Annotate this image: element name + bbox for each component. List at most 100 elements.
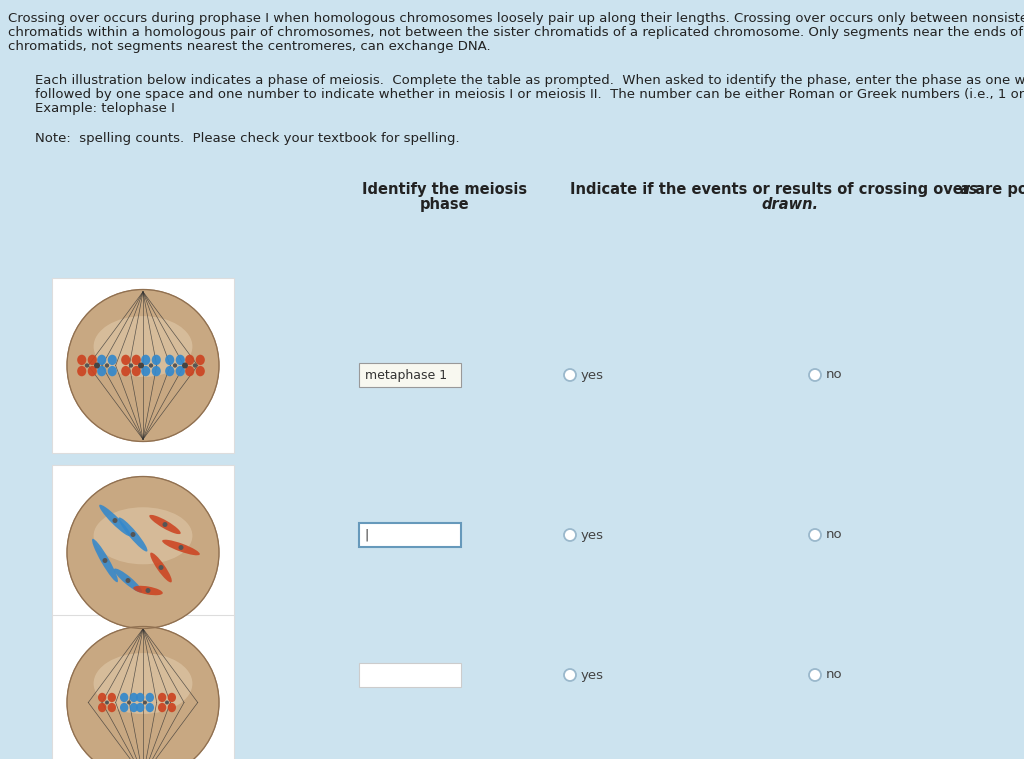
Circle shape	[159, 565, 164, 570]
Ellipse shape	[130, 693, 138, 702]
Text: yes: yes	[581, 669, 604, 682]
Text: Indicate if the events or results of crossing over are possible,: Indicate if the events or results of cro…	[570, 182, 1024, 197]
Ellipse shape	[141, 354, 151, 365]
Circle shape	[130, 532, 135, 537]
Ellipse shape	[196, 366, 205, 376]
Circle shape	[193, 364, 198, 367]
Circle shape	[178, 545, 183, 550]
Ellipse shape	[101, 660, 184, 745]
Text: drawn.: drawn.	[762, 197, 818, 212]
Circle shape	[173, 364, 177, 367]
Text: followed by one space and one number to indicate whether in meiosis I or meiosis: followed by one space and one number to …	[35, 88, 1024, 101]
Circle shape	[809, 669, 821, 681]
Text: Note:  spelling counts.  Please check your textbook for spelling.: Note: spelling counts. Please check your…	[35, 132, 460, 145]
Ellipse shape	[136, 703, 144, 712]
Ellipse shape	[77, 354, 86, 365]
Text: no: no	[826, 528, 843, 541]
Ellipse shape	[98, 693, 106, 702]
Ellipse shape	[116, 339, 170, 392]
Ellipse shape	[98, 703, 106, 712]
Ellipse shape	[176, 366, 185, 376]
Circle shape	[138, 363, 144, 369]
Text: no: no	[826, 669, 843, 682]
Ellipse shape	[121, 366, 130, 376]
FancyBboxPatch shape	[359, 363, 461, 387]
Ellipse shape	[151, 553, 172, 582]
Circle shape	[94, 363, 100, 369]
Ellipse shape	[126, 348, 161, 383]
Ellipse shape	[77, 366, 86, 376]
Circle shape	[143, 701, 147, 704]
Ellipse shape	[116, 676, 170, 729]
Ellipse shape	[162, 540, 200, 556]
Ellipse shape	[108, 693, 116, 702]
Text: chromatids within a homologous pair of chromosomes, not between the sister chrom: chromatids within a homologous pair of c…	[8, 26, 1024, 39]
Text: chromatids, not segments nearest the centromeres, can exchange DNA.: chromatids, not segments nearest the cen…	[8, 40, 490, 53]
Ellipse shape	[130, 353, 156, 378]
Ellipse shape	[136, 693, 144, 702]
Circle shape	[809, 369, 821, 381]
Ellipse shape	[108, 354, 117, 365]
Ellipse shape	[111, 670, 175, 735]
Ellipse shape	[77, 299, 209, 432]
Ellipse shape	[185, 354, 195, 365]
Text: Crossing over occurs during prophase I when homologous chromosomes loosely pair : Crossing over occurs during prophase I w…	[8, 12, 1024, 25]
Ellipse shape	[106, 666, 180, 739]
Ellipse shape	[96, 319, 189, 412]
Circle shape	[127, 701, 131, 704]
Ellipse shape	[67, 626, 219, 759]
Ellipse shape	[87, 646, 200, 759]
Circle shape	[105, 701, 109, 704]
Ellipse shape	[168, 703, 176, 712]
Text: Example: telophase I: Example: telophase I	[35, 102, 175, 115]
Ellipse shape	[108, 703, 116, 712]
Ellipse shape	[132, 354, 141, 365]
Ellipse shape	[93, 653, 193, 714]
Ellipse shape	[97, 354, 106, 365]
Circle shape	[148, 364, 154, 367]
Ellipse shape	[108, 366, 117, 376]
FancyBboxPatch shape	[52, 615, 234, 759]
FancyBboxPatch shape	[359, 663, 461, 687]
Ellipse shape	[145, 703, 154, 712]
Ellipse shape	[196, 354, 205, 365]
Ellipse shape	[87, 309, 200, 422]
Ellipse shape	[130, 690, 156, 715]
Text: yes: yes	[581, 528, 604, 541]
Ellipse shape	[132, 366, 141, 376]
Text: |: |	[364, 528, 369, 541]
Circle shape	[182, 363, 188, 369]
Ellipse shape	[130, 703, 138, 712]
Ellipse shape	[67, 289, 219, 442]
Circle shape	[129, 364, 133, 367]
Ellipse shape	[120, 703, 128, 712]
Ellipse shape	[135, 358, 151, 373]
Ellipse shape	[158, 693, 166, 702]
Ellipse shape	[99, 505, 131, 537]
Ellipse shape	[96, 656, 189, 749]
Circle shape	[145, 588, 151, 593]
Ellipse shape	[135, 695, 151, 710]
Text: metaphase 1: metaphase 1	[365, 369, 447, 382]
Ellipse shape	[88, 354, 97, 365]
Circle shape	[564, 369, 575, 381]
Ellipse shape	[126, 685, 161, 720]
Ellipse shape	[185, 366, 195, 376]
Circle shape	[102, 558, 108, 563]
Ellipse shape	[91, 314, 195, 417]
Circle shape	[163, 522, 168, 527]
Ellipse shape	[72, 294, 214, 436]
Text: no: no	[826, 369, 843, 382]
Ellipse shape	[106, 329, 180, 402]
Ellipse shape	[67, 626, 219, 759]
Ellipse shape	[92, 539, 118, 582]
Circle shape	[564, 669, 575, 681]
FancyBboxPatch shape	[52, 278, 234, 453]
Ellipse shape	[145, 693, 154, 702]
Ellipse shape	[93, 316, 193, 377]
Ellipse shape	[67, 477, 219, 628]
Ellipse shape	[152, 366, 161, 376]
Ellipse shape	[158, 703, 166, 712]
Ellipse shape	[176, 354, 185, 365]
Ellipse shape	[91, 651, 195, 754]
